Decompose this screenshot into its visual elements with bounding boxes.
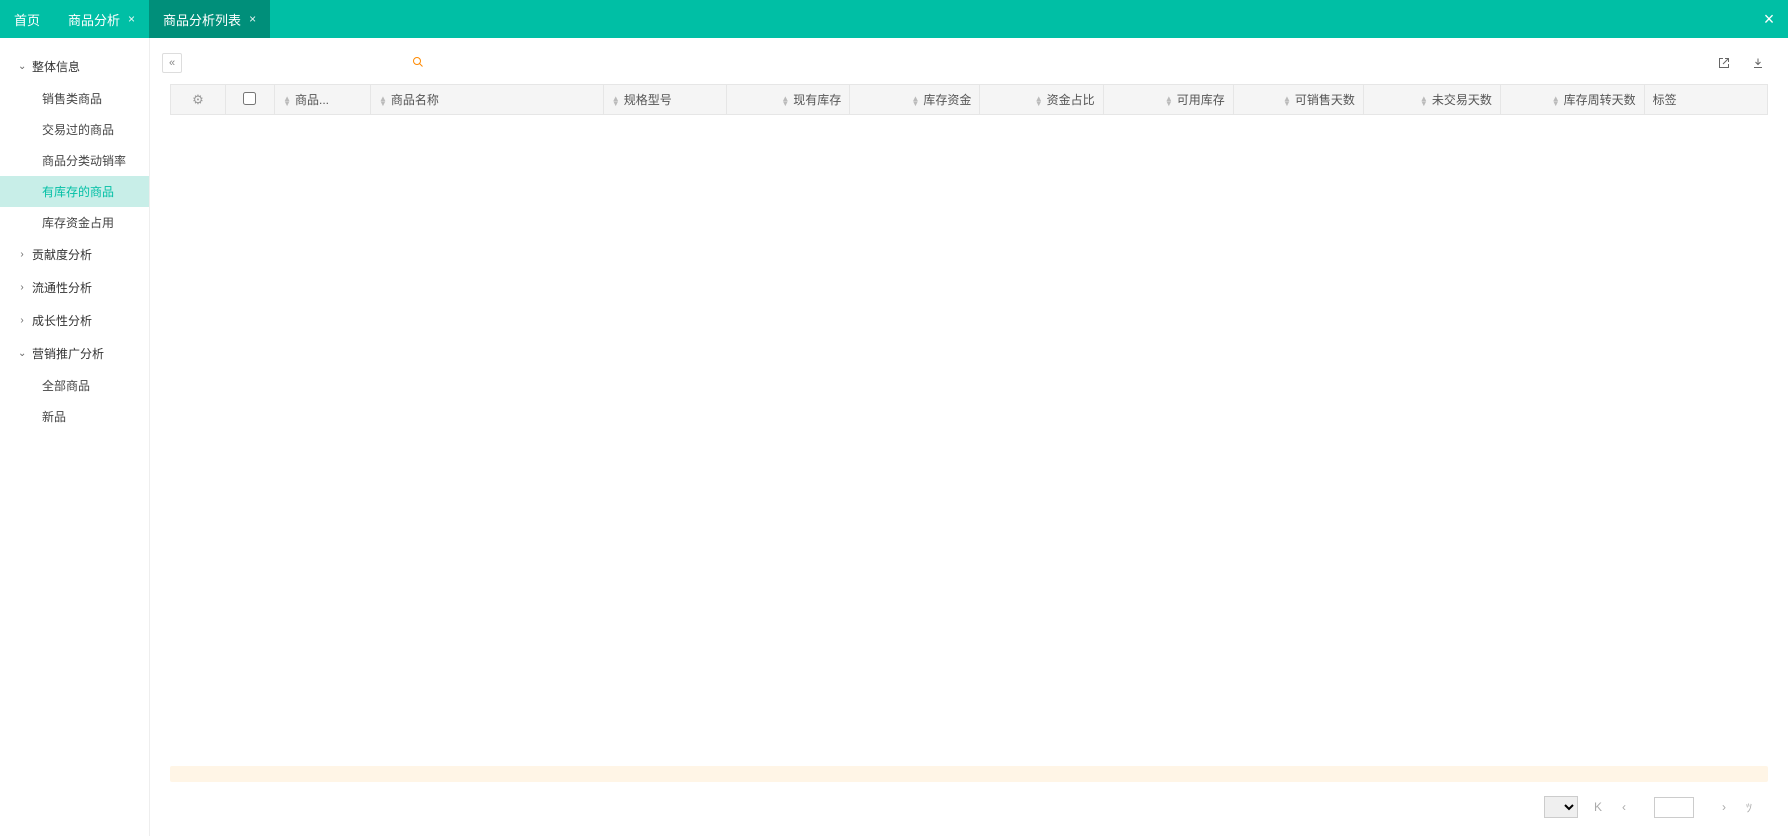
sort-icon: ▲▼ — [1420, 96, 1428, 106]
col-label: 商品... — [295, 93, 329, 107]
share-button[interactable] — [1718, 57, 1734, 69]
pager: K ‹ › ﾂ — [150, 782, 1788, 836]
gear-icon[interactable]: ⚙ — [192, 92, 204, 107]
col-label: 资金占比 — [1047, 93, 1095, 107]
nav-item-4-1[interactable]: 新品 — [0, 401, 149, 432]
search-input[interactable] — [216, 52, 406, 74]
nav-group-label: 成长性分析 — [32, 312, 92, 329]
tab-1[interactable]: 商品分析 × — [54, 0, 149, 38]
nav-item-0-3[interactable]: 有库存的商品 — [0, 176, 149, 207]
pager-first-icon[interactable]: K — [1590, 800, 1606, 814]
col-gear: ⚙ — [171, 85, 226, 115]
col-funds[interactable]: ▲▼ 库存资金 — [850, 85, 980, 115]
col-label: 库存资金 — [923, 93, 971, 107]
col-label: 标签 — [1653, 93, 1677, 107]
chevron-right-icon: › — [18, 315, 26, 326]
export-button[interactable] — [1752, 57, 1768, 69]
nav-item-0-4[interactable]: 库存资金占用 — [0, 207, 149, 238]
col-ratio[interactable]: ▲▼ 资金占比 — [980, 85, 1103, 115]
tab-close-icon[interactable]: × — [128, 12, 135, 26]
sort-icon: ▲▼ — [612, 96, 620, 106]
col-label: 可销售天数 — [1295, 93, 1355, 107]
nav-item-4-0[interactable]: 全部商品 — [0, 370, 149, 401]
chevron-right-icon: › — [18, 282, 26, 293]
sort-icon: ▲▼ — [911, 96, 919, 106]
nav-group-4[interactable]: ⌄ 营销推广分析 — [0, 337, 149, 370]
col-turn[interactable]: ▲▼ 库存周转天数 — [1500, 85, 1644, 115]
sort-icon: ▲▼ — [379, 96, 387, 106]
nav-group-2[interactable]: › 流通性分析 — [0, 271, 149, 304]
tab-label: 商品分析 — [68, 10, 120, 29]
tab-0[interactable]: 首页 — [0, 0, 54, 38]
nav-item-0-1[interactable]: 交易过的商品 — [0, 114, 149, 145]
tab-2[interactable]: 商品分析列表 × — [149, 0, 270, 38]
sort-icon: ▲▼ — [1552, 96, 1560, 106]
col-label: 规格型号 — [624, 93, 672, 107]
col-name[interactable]: ▲▼ 商品名称 — [370, 85, 603, 115]
col-avail[interactable]: ▲▼ 可用库存 — [1103, 85, 1233, 115]
col-stock[interactable]: ▲▼ 现有库存 — [727, 85, 850, 115]
sort-icon: ▲▼ — [283, 96, 291, 106]
search-icon[interactable] — [412, 55, 424, 72]
sort-icon: ▲▼ — [781, 96, 789, 106]
chevron-down-icon: ⌄ — [18, 61, 26, 72]
nav-group-1[interactable]: › 贡献度分析 — [0, 238, 149, 271]
data-table: ⚙▲▼商品...▲▼商品名称▲▼规格型号▲▼现有库存▲▼库存资金▲▼资金占比▲▼… — [170, 84, 1768, 115]
totals-bar — [170, 766, 1768, 782]
col-label: 未交易天数 — [1432, 93, 1492, 107]
col-label: 库存周转天数 — [1564, 93, 1636, 107]
col-noTx[interactable]: ▲▼ 未交易天数 — [1363, 85, 1500, 115]
nav-item-0-0[interactable]: 销售类商品 — [0, 83, 149, 114]
tab-bar: 首页 商品分析 × 商品分析列表 × × — [0, 0, 1788, 38]
col-label: 现有库存 — [793, 93, 841, 107]
pager-next-icon[interactable]: › — [1718, 800, 1730, 814]
col-tags: 标签 — [1644, 85, 1767, 115]
pager-prev-icon[interactable]: ‹ — [1618, 800, 1630, 814]
nav-group-label: 营销推广分析 — [32, 345, 104, 362]
sort-icon: ▲▼ — [1035, 96, 1043, 106]
sort-icon: ▲▼ — [1283, 96, 1291, 106]
col-sellD[interactable]: ▲▼ 可销售天数 — [1233, 85, 1363, 115]
col-spec[interactable]: ▲▼ 规格型号 — [603, 85, 726, 115]
tab-close-icon[interactable]: × — [249, 12, 256, 26]
tab-label: 商品分析列表 — [163, 10, 241, 29]
nav-group-0[interactable]: ⌄ 整体信息 — [0, 50, 149, 83]
nav-item-0-2[interactable]: 商品分类动销率 — [0, 145, 149, 176]
col-label: 可用库存 — [1177, 93, 1225, 107]
sidebar-collapse-button[interactable]: « — [162, 53, 182, 73]
pager-page-input[interactable] — [1654, 797, 1694, 818]
nav-group-label: 流通性分析 — [32, 279, 92, 296]
sidebar: ⌄ 整体信息销售类商品交易过的商品商品分类动销率有库存的商品库存资金占用 › 贡献度分… — [0, 38, 150, 836]
chevron-right-icon: › — [18, 249, 26, 260]
col-code[interactable]: ▲▼ 商品... — [275, 85, 371, 115]
per-page-select[interactable] — [1544, 796, 1578, 818]
col-label: 商品名称 — [391, 93, 439, 107]
nav-group-3[interactable]: › 成长性分析 — [0, 304, 149, 337]
select-all-checkbox[interactable] — [243, 92, 256, 105]
nav-group-label: 整体信息 — [32, 58, 80, 75]
tab-label: 首页 — [14, 10, 40, 29]
col-chk — [225, 85, 274, 115]
chevron-down-icon: ⌄ — [18, 348, 26, 359]
nav-group-label: 贡献度分析 — [32, 246, 92, 263]
tabbar-close-icon[interactable]: × — [1750, 0, 1788, 38]
sort-icon: ▲▼ — [1165, 96, 1173, 106]
pager-last-icon[interactable]: ﾂ — [1742, 799, 1756, 816]
